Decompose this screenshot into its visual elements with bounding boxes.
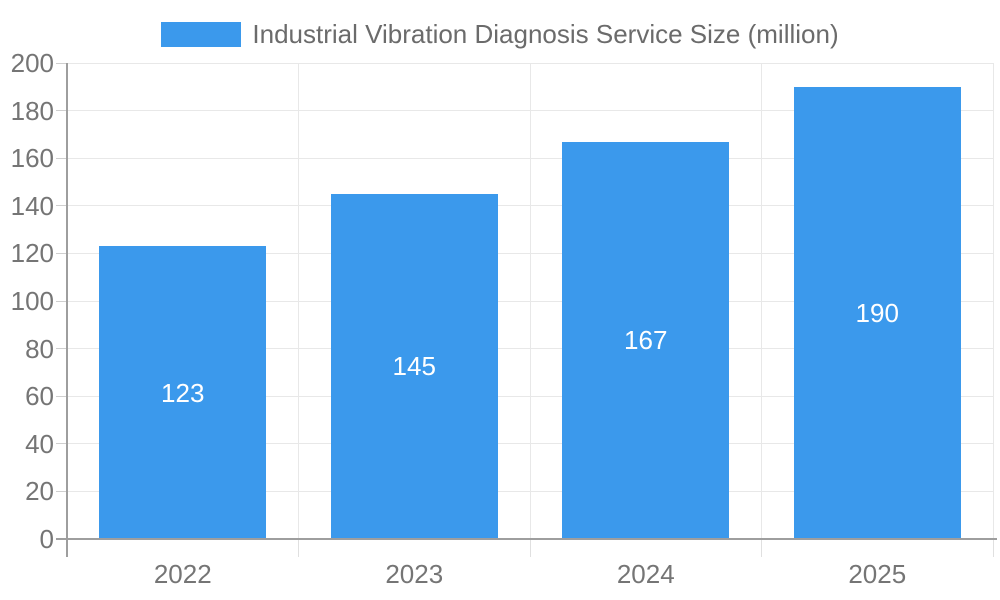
y-axis-tick <box>56 300 67 302</box>
y-axis-label: 160 <box>10 143 54 174</box>
y-axis-tick <box>56 348 67 350</box>
y-axis-tick <box>56 395 67 397</box>
y-axis-label: 200 <box>10 48 54 78</box>
v-gridline <box>761 63 762 539</box>
legend-label: Industrial Vibration Diagnosis Service S… <box>252 19 839 49</box>
y-axis-tick <box>56 110 67 112</box>
bar-2025[interactable] <box>793 86 961 539</box>
legend-swatch-icon <box>161 21 242 47</box>
v-gridline <box>298 63 299 539</box>
y-axis-label: 120 <box>10 238 54 269</box>
x-axis-tick <box>761 539 762 557</box>
bar-value-label: 167 <box>624 325 668 356</box>
x-axis-tick <box>298 539 299 557</box>
bar-2023[interactable] <box>330 193 498 539</box>
y-axis-tick <box>56 157 67 159</box>
bar-value-label: 145 <box>392 351 436 382</box>
y-axis-label: 0 <box>39 524 54 554</box>
x-axis-label: 2024 <box>616 559 675 589</box>
y-axis-label: 100 <box>10 286 54 316</box>
bar-value-label: 123 <box>161 377 205 408</box>
legend[interactable]: Industrial Vibration Diagnosis Service S… <box>0 19 1000 49</box>
v-gridline <box>529 63 531 539</box>
y-axis-label: 80 <box>25 333 54 364</box>
y-axis-tick <box>56 62 67 64</box>
y-axis-line <box>66 63 68 557</box>
x-axis-tick <box>529 539 531 557</box>
y-axis-tick <box>56 490 67 492</box>
bar-2024[interactable] <box>562 141 730 539</box>
y-axis-label: 180 <box>10 95 54 126</box>
x-axis-label: 2025 <box>848 559 907 589</box>
y-axis-label: 140 <box>10 190 54 221</box>
x-axis-label: 2022 <box>153 559 212 589</box>
bar-2022[interactable] <box>99 246 267 539</box>
y-axis-tick <box>56 443 67 445</box>
x-axis-label: 2023 <box>385 559 444 589</box>
x-axis-line <box>56 538 997 540</box>
y-axis-tick <box>56 252 67 254</box>
y-axis-label: 20 <box>25 476 54 507</box>
bar-value-label: 190 <box>855 297 899 328</box>
y-axis-tick <box>56 205 67 207</box>
y-axis-label: 40 <box>25 428 54 459</box>
y-axis-label: 60 <box>25 381 54 412</box>
x-axis-tick <box>992 539 994 557</box>
v-gridline <box>992 63 994 539</box>
